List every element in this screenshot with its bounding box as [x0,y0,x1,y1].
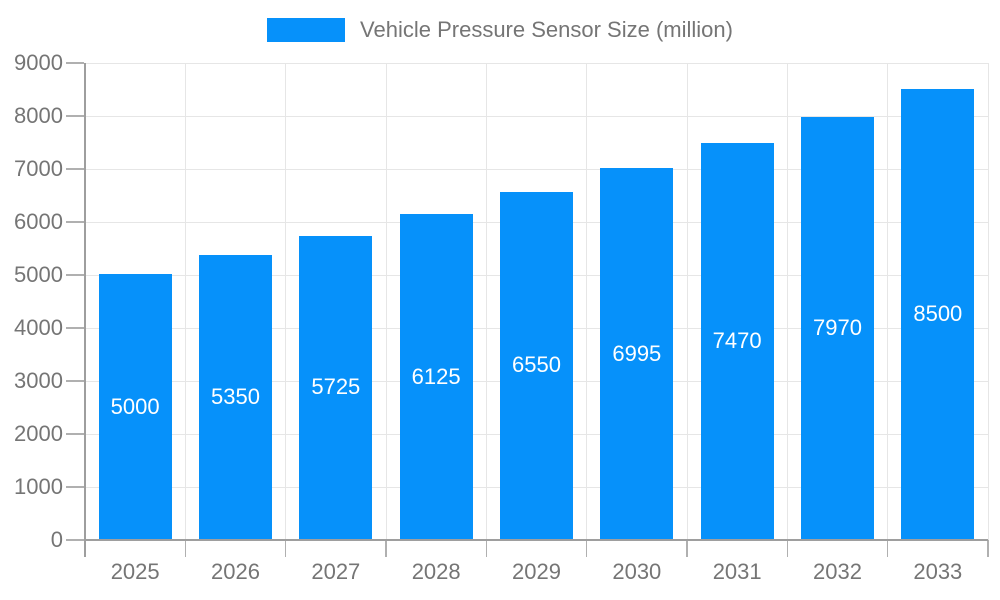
bar[interactable]: 5000 [98,274,172,539]
bar-value-label: 7970 [813,314,862,340]
x-tick [585,540,588,557]
y-tick-label: 5000 [14,262,63,287]
x-tick-label: 2032 [813,559,862,584]
y-tick [66,62,84,64]
y-tick-label: 8000 [14,103,63,128]
bar[interactable]: 8500 [901,88,975,539]
x-tick [786,540,789,557]
x-tick-label: 2030 [612,559,662,584]
x-tick [184,540,187,557]
x-tick-label: 2026 [211,559,260,584]
y-tick [66,539,84,541]
v-gridline [285,63,287,540]
y-tick-label: 7000 [14,156,63,181]
v-gridline [686,63,688,540]
x-tick-label: 2031 [712,559,762,584]
x-tick-label: 2027 [311,559,361,584]
y-tick [66,433,84,435]
bar-value-label: 6995 [612,340,662,366]
v-gridline [184,63,186,540]
bar[interactable]: 6995 [600,168,674,539]
x-tick-label: 2028 [411,559,461,584]
y-tick-label: 6000 [14,209,63,234]
bar[interactable]: 6125 [399,214,473,539]
x-tick-label: 2025 [110,559,160,584]
h-gridline [85,168,988,170]
x-tick [686,540,688,557]
bar-value-label: 7470 [712,328,762,354]
h-gridline [85,62,988,64]
y-tick-label: 2000 [14,421,63,446]
x-tick-label: 2029 [512,559,561,584]
x-tick [987,540,989,557]
x-tick [385,540,387,557]
y-tick [66,115,84,117]
bar[interactable]: 7970 [801,116,874,539]
v-gridline [987,63,989,540]
v-gridline [786,63,788,540]
bar[interactable]: 5350 [199,255,272,539]
y-tick-label: 0 [50,527,63,552]
v-gridline [485,63,487,540]
bar[interactable]: 7470 [700,143,774,539]
y-tick-label: 1000 [14,474,63,499]
bar-value-label: 5350 [211,384,260,410]
x-axis-line [84,539,988,541]
v-gridline [586,63,588,540]
x-tick [886,540,889,557]
legend: Vehicle Pressure Sensor Size (million) [0,17,1000,43]
y-tick [66,221,84,223]
y-tick [66,274,84,276]
x-tick-label: 2033 [913,559,963,584]
y-tick [66,380,84,382]
legend-swatch[interactable] [267,18,346,42]
y-tick-label: 9000 [14,50,63,75]
y-axis-line [84,63,86,557]
x-tick [284,540,287,557]
y-tick-label: 3000 [14,368,63,393]
x-tick [485,540,488,557]
bar-value-label: 5000 [110,393,160,419]
bar[interactable]: 5725 [299,235,373,539]
bar-value-label: 6550 [512,352,561,378]
v-gridline [385,63,387,540]
bar-value-label: 8500 [913,300,963,326]
h-gridline [85,115,988,117]
y-tick-label: 4000 [14,315,63,340]
v-gridline [887,63,889,540]
y-tick [66,327,84,329]
legend-label[interactable]: Vehicle Pressure Sensor Size (million) [360,17,733,42]
bar[interactable]: 6550 [500,191,573,539]
y-tick [66,486,84,488]
bar-value-label: 5725 [311,374,361,400]
y-tick [66,168,84,170]
bar-value-label: 6125 [411,363,461,389]
